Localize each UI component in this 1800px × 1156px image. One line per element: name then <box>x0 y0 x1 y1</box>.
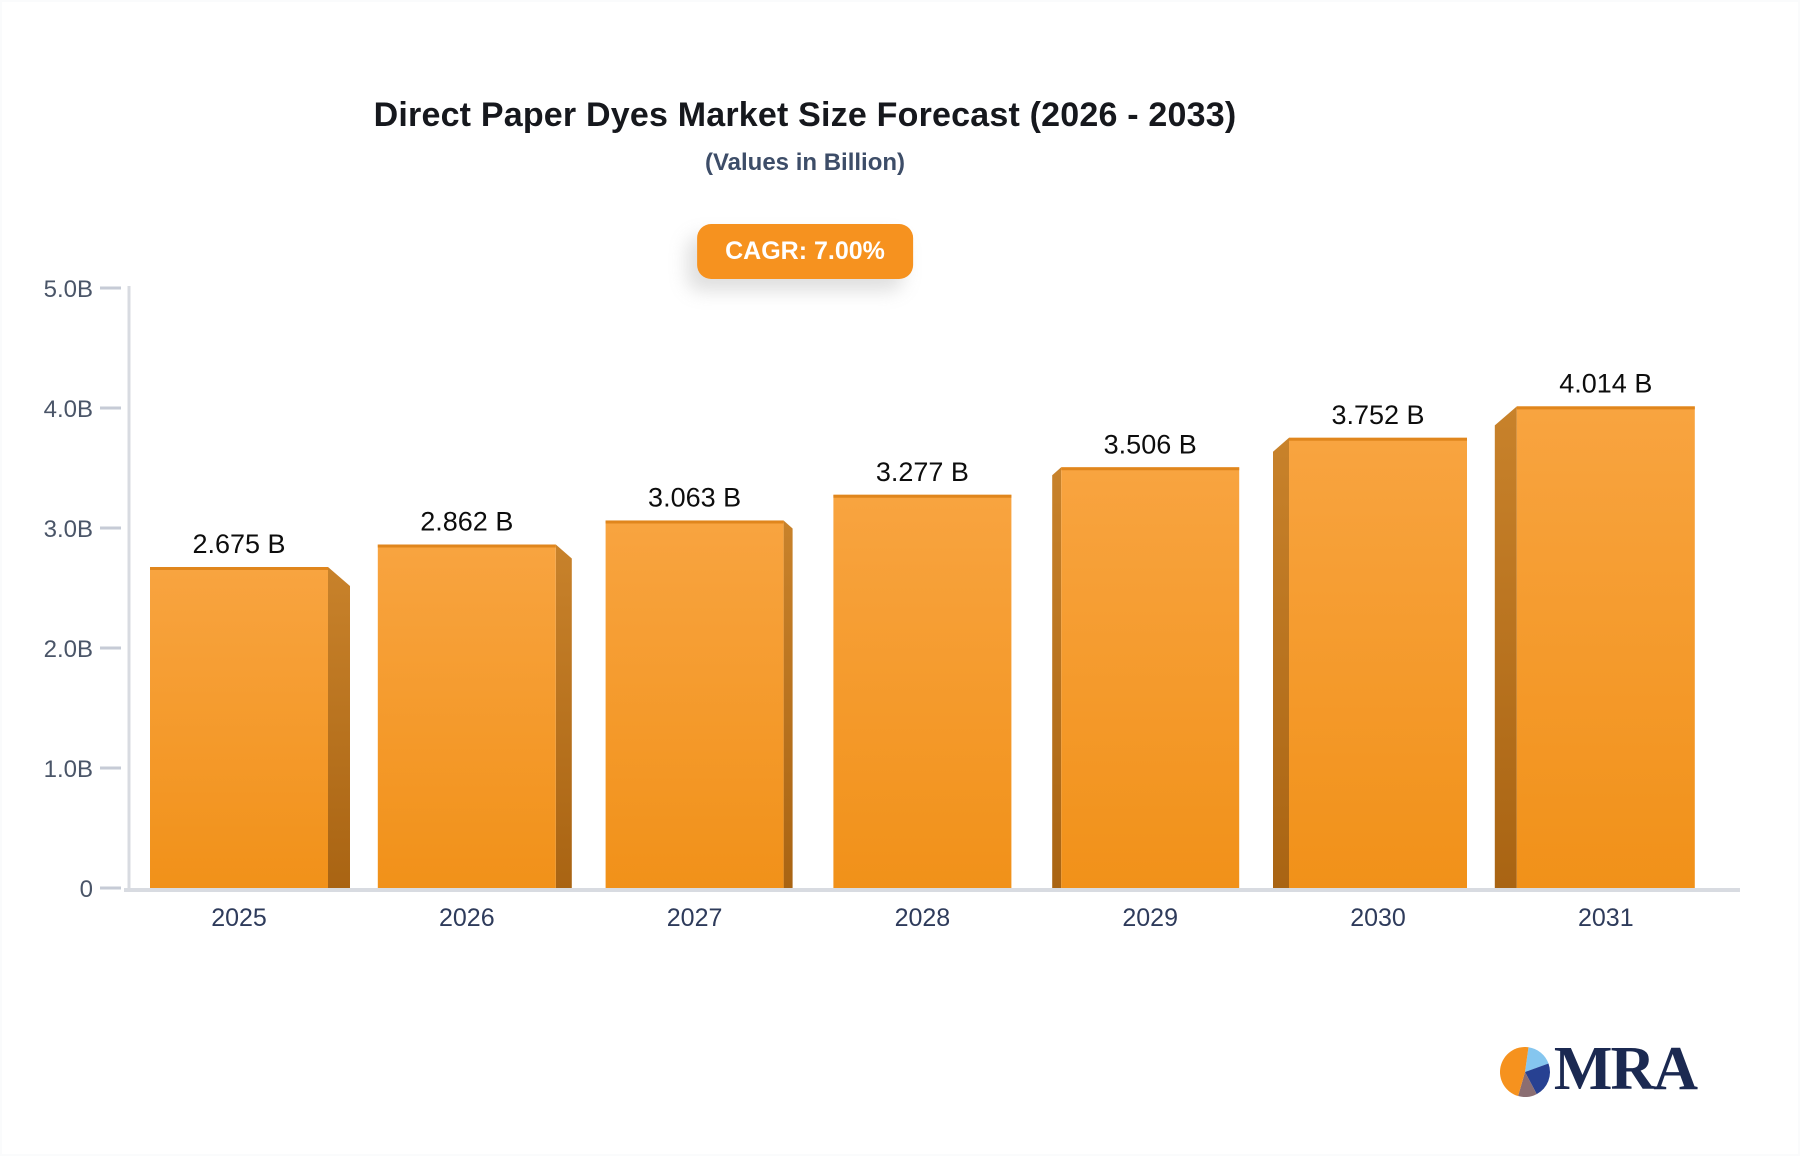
cagr-badge: CAGR: 7.00% <box>697 224 913 279</box>
bar-side-face <box>555 544 572 888</box>
x-axis-category-label: 2028 <box>895 904 951 932</box>
bar-value-label: 3.063 B <box>648 482 741 512</box>
bar-front-face <box>1516 406 1695 888</box>
bar-2025: 2.675 B 2025 <box>150 529 350 932</box>
brand-logo: MRA <box>1499 1038 1698 1100</box>
bar-side-face <box>1273 437 1289 888</box>
bar-front-face <box>833 494 1012 888</box>
bar-2027: 3.063 B 2027 <box>605 482 793 932</box>
y-axis-label: 3.0B <box>44 516 93 543</box>
chart-title: Direct Paper Dyes Market Size Forecast (… <box>373 96 1237 134</box>
bar-2030: 3.752 B 2030 <box>1273 400 1467 932</box>
bar-value-label: 2.862 B <box>420 507 513 537</box>
bar-side-face <box>783 520 793 888</box>
chart-header: Direct Paper Dyes Market Size Forecast (… <box>0 96 1610 177</box>
bar-front-face <box>377 544 556 888</box>
y-axis-label: 0 <box>80 876 93 903</box>
bar-2031: 4.014 B 2031 <box>1494 368 1695 932</box>
bar-value-label: 2.675 B <box>192 529 285 559</box>
bar-2028: 3.277 B 2028 <box>833 457 1012 932</box>
y-axis-label: 1.0B <box>44 756 93 783</box>
pie-chart-logo-icon <box>1499 1047 1550 1097</box>
bar-side-face <box>1052 467 1062 888</box>
x-axis-category-label: 2026 <box>439 904 495 932</box>
x-axis-category-label: 2030 <box>1350 904 1406 932</box>
y-axis-label: 4.0B <box>44 396 93 423</box>
bar-front-face <box>605 520 784 888</box>
x-axis-category-label: 2027 <box>667 904 723 932</box>
bar-front-face <box>150 567 328 888</box>
x-axis-category-label: 2025 <box>211 904 267 932</box>
y-axis-label: 5.0B <box>44 276 93 303</box>
bar-side-face <box>328 567 350 888</box>
bar-2026: 2.862 B 2026 <box>377 507 572 932</box>
bar-front-face <box>1061 467 1240 888</box>
bar-value-label: 3.277 B <box>876 457 969 487</box>
bar-side-face <box>1494 406 1517 888</box>
bar-value-label: 4.014 B <box>1559 368 1652 398</box>
x-axis-category-label: 2029 <box>1122 904 1178 932</box>
bar-value-label: 3.752 B <box>1331 400 1424 430</box>
x-axis-category-label: 2031 <box>1578 904 1634 932</box>
chart-subtitle: (Values in Billion) <box>704 149 906 176</box>
bar-value-label: 3.506 B <box>1104 429 1197 459</box>
brand-logo-text: MRA <box>1553 1035 1698 1103</box>
bar-front-face <box>1289 437 1467 888</box>
y-axis-label: 2.0B <box>44 636 93 663</box>
bar-2029: 3.506 B 2029 <box>1052 429 1240 932</box>
